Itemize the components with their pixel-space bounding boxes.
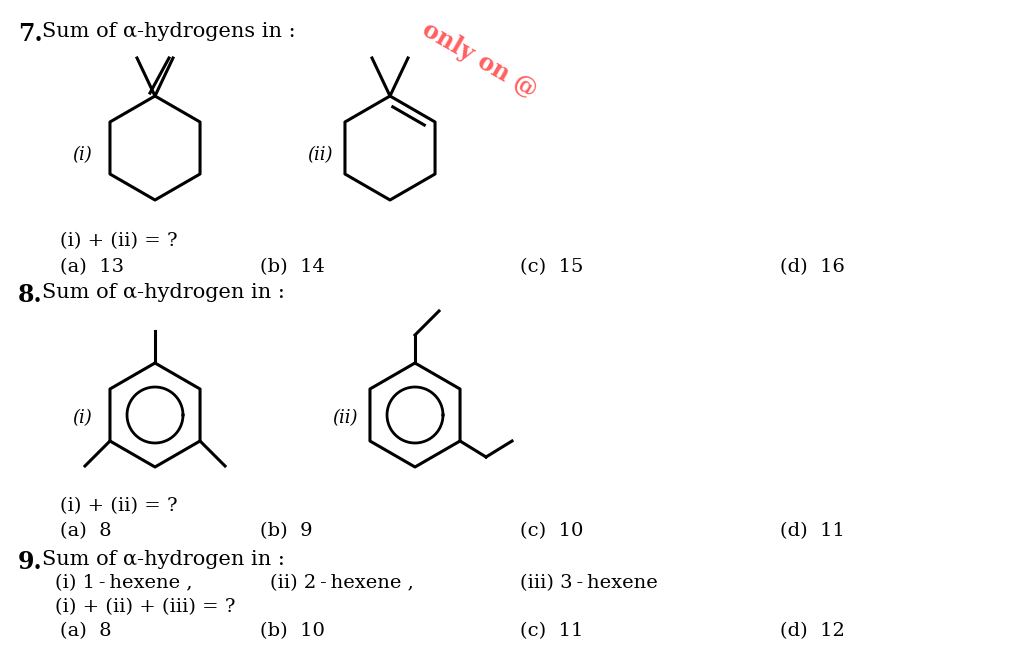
Text: (d)  16: (d) 16 <box>780 258 845 276</box>
Text: 9.: 9. <box>18 550 43 574</box>
Text: Sum of α-hydrogen in :: Sum of α-hydrogen in : <box>42 550 285 569</box>
Text: 8.: 8. <box>18 283 43 307</box>
Text: (b)  9: (b) 9 <box>260 522 312 540</box>
Text: Sum of α-hydrogen in :: Sum of α-hydrogen in : <box>42 283 285 302</box>
Text: only on @: only on @ <box>419 17 542 103</box>
Text: (d)  11: (d) 11 <box>780 522 845 540</box>
Text: (i) + (ii) = ?: (i) + (ii) = ? <box>60 232 177 250</box>
Text: Sum of α-hydrogens in :: Sum of α-hydrogens in : <box>42 22 296 41</box>
Text: (i) + (ii) = ?: (i) + (ii) = ? <box>60 497 177 515</box>
Text: (c)  11: (c) 11 <box>520 622 584 640</box>
Text: (ii) 2 - hexene ,: (ii) 2 - hexene , <box>270 574 414 592</box>
Text: (i) 1 - hexene ,: (i) 1 - hexene , <box>55 574 193 592</box>
Text: (d)  12: (d) 12 <box>780 622 845 640</box>
Text: (i): (i) <box>72 409 92 427</box>
Text: 7.: 7. <box>18 22 43 46</box>
Text: (i): (i) <box>72 146 92 164</box>
Text: (a)  8: (a) 8 <box>60 522 112 540</box>
Text: (ii): (ii) <box>332 409 357 427</box>
Text: (i) + (ii) + (iii) = ?: (i) + (ii) + (iii) = ? <box>55 598 236 616</box>
Text: (iii) 3 - hexene: (iii) 3 - hexene <box>520 574 657 592</box>
Text: (a)  8: (a) 8 <box>60 622 112 640</box>
Text: (b)  10: (b) 10 <box>260 622 325 640</box>
Text: (c)  10: (c) 10 <box>520 522 584 540</box>
Text: (b)  14: (b) 14 <box>260 258 325 276</box>
Text: (c)  15: (c) 15 <box>520 258 584 276</box>
Text: (ii): (ii) <box>307 146 333 164</box>
Text: (a)  13: (a) 13 <box>60 258 124 276</box>
